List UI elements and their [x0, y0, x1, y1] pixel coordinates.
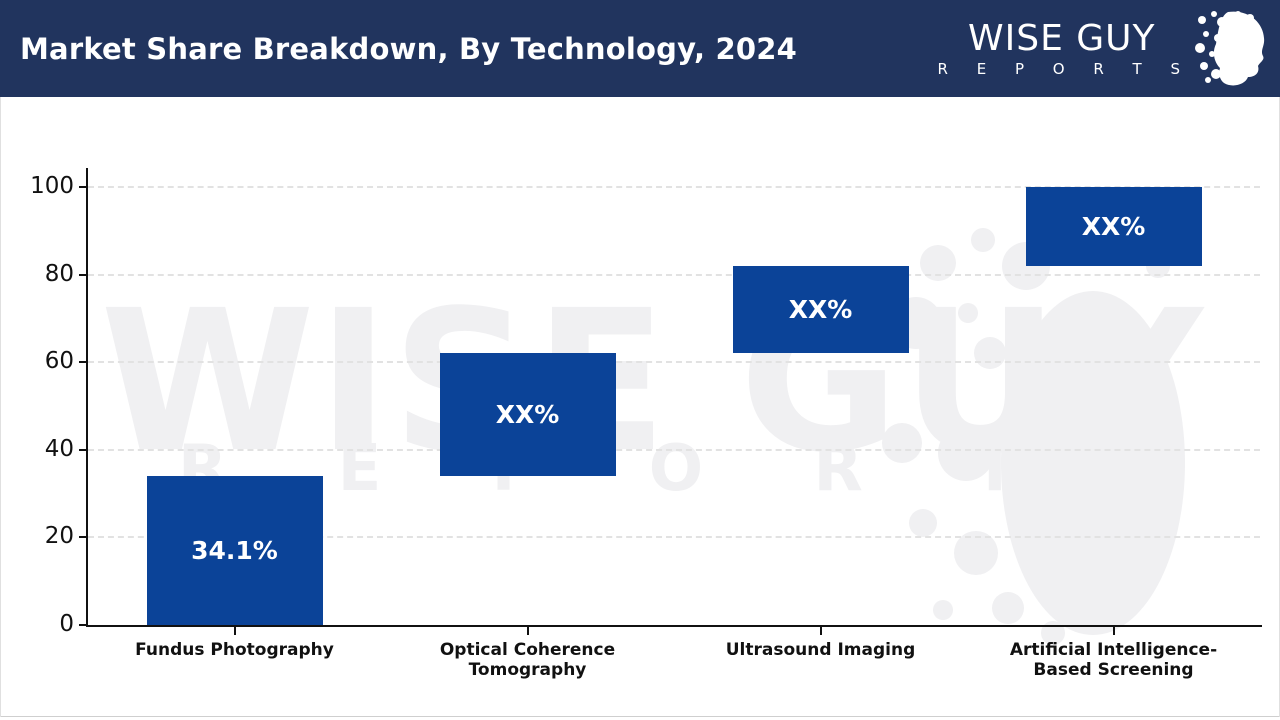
y-tick-label-100: 100: [30, 172, 74, 199]
gridline-40: [88, 448, 1260, 451]
category-label-optical-coherence-tomography: Optical Coherence Tomography: [439, 640, 616, 680]
y-axis-line: [86, 168, 88, 626]
x-axis-line: [86, 625, 1262, 627]
x-tick-mark-optical-coherence-tomography: [526, 627, 529, 635]
bar-ultrasound-imaging: XX%: [732, 265, 909, 354]
logo-text: WISE GUY R E P O R T S: [932, 17, 1192, 78]
gridline-60: [88, 361, 1260, 364]
logo-head-icon: [1195, 11, 1265, 86]
logo-subtitle: R E P O R T S: [937, 59, 1192, 78]
page-title: Market Share Breakdown, By Technology, 2…: [20, 31, 798, 66]
y-tick-label-0: 0: [59, 610, 74, 637]
logo-wordmark: WISE GUY: [968, 17, 1156, 59]
wise-guy-logo: WISE GUY R E P O R T S: [932, 8, 1268, 88]
x-tick-mark-fundus-photography: [233, 627, 236, 635]
bar-value-label: XX%: [1081, 211, 1146, 241]
gridline-100: [88, 186, 1260, 188]
gridline-20: [88, 536, 1260, 539]
bar-optical-coherence-tomography: XX%: [439, 353, 616, 476]
bar-fundus-photography: 34.1%: [146, 475, 323, 625]
y-tick-label-40: 40: [44, 435, 74, 462]
x-tick-mark-artificial-intelligence-based-screening: [1112, 627, 1115, 635]
category-label-fundus-photography: Fundus Photography: [135, 640, 334, 660]
y-tick-label-80: 80: [44, 260, 74, 287]
y-tick-mark-80: [79, 273, 88, 276]
y-tick-mark-40: [79, 448, 88, 451]
left-border-line: [0, 97, 1, 717]
bar-artificial-intelligence-based-screening: XX%: [1025, 187, 1202, 266]
bottom-border-line: [0, 716, 1280, 717]
y-tick-label-20: 20: [44, 523, 74, 550]
y-tick-label-60: 60: [44, 348, 74, 375]
bar-value-label: 34.1%: [191, 535, 278, 565]
y-tick-mark-100: [79, 186, 88, 188]
y-tick-mark-60: [79, 361, 88, 364]
x-tick-mark-ultrasound-imaging: [819, 627, 822, 635]
gridline-80: [88, 273, 1260, 276]
bar-value-label: XX%: [495, 400, 560, 430]
category-label-ultrasound-imaging: Ultrasound Imaging: [725, 640, 916, 660]
y-tick-mark-0: [79, 624, 88, 626]
y-tick-mark-20: [79, 536, 88, 539]
bar-value-label: XX%: [788, 295, 853, 325]
watermark-head-logo: [882, 218, 1185, 645]
header-bar: Market Share Breakdown, By Technology, 2…: [0, 0, 1280, 97]
category-label-artificial-intelligence-based-screening: Artificial Intelligence-Based Screening: [1009, 640, 1218, 680]
